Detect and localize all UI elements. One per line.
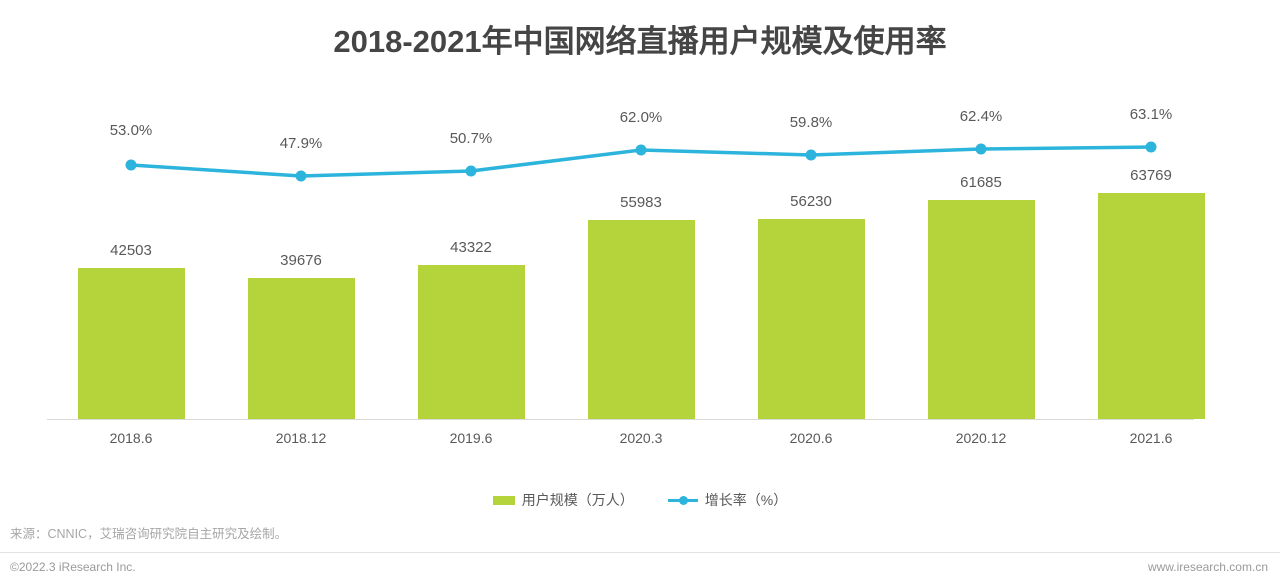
x-axis-label: 2020.6 <box>789 430 833 446</box>
line-data-label: 53.0% <box>109 122 153 139</box>
line-data-label: 59.8% <box>789 114 833 131</box>
bar-data-label: 39676 <box>280 252 322 269</box>
legend-bar-swatch-icon <box>492 495 515 505</box>
x-axis-label: 2021.6 <box>1129 430 1173 446</box>
x-axis-label: 2019.6 <box>449 430 493 446</box>
x-axis-label: 2018.12 <box>275 430 327 446</box>
legend-line-swatch-icon <box>667 495 698 505</box>
growth-rate-point <box>805 149 817 161</box>
growth-rate-point <box>635 144 647 156</box>
x-axis-label: 2020.3 <box>619 430 663 446</box>
growth-rate-point <box>975 143 987 155</box>
line-data-label: 47.9% <box>279 135 323 152</box>
bar-data-label: 63769 <box>1130 167 1172 184</box>
growth-rate-point <box>465 165 477 177</box>
legend-item-growth-rate: 增长率（%） <box>667 490 788 510</box>
footer-divider <box>0 552 1280 553</box>
bar-2018-12 <box>248 278 355 419</box>
bar-data-label: 43322 <box>450 239 492 256</box>
x-axis-label: 2018.6 <box>109 430 153 446</box>
x-axis-line <box>47 419 1194 420</box>
growth-rate-point <box>1145 141 1157 153</box>
bar-2019-6 <box>418 265 525 419</box>
bar-data-label: 61685 <box>960 174 1002 191</box>
footer-website: www.iresearch.com.cn <box>1147 560 1268 574</box>
line-data-label: 63.1% <box>1129 106 1173 123</box>
bar-2020-3 <box>588 220 695 419</box>
bar-2020-6 <box>758 219 865 419</box>
legend-label-growth-rate: 增长率（%） <box>704 492 788 508</box>
legend-label-user-scale: 用户规模（万人） <box>521 492 634 508</box>
line-data-label: 62.0% <box>619 109 663 126</box>
growth-rate-point <box>295 170 307 182</box>
growth-rate-line-series <box>125 141 1157 182</box>
line-data-label: 62.4% <box>959 108 1003 125</box>
bar-2018-6 <box>78 268 185 419</box>
footer-copyright: ©2022.3 iResearch Inc. <box>10 560 136 574</box>
chart-legend: 用户规模（万人） 增长率（%） <box>0 490 1280 510</box>
bar-2021-6 <box>1098 193 1205 419</box>
line-data-label: 50.7% <box>449 130 493 147</box>
source-note: 来源：CNNIC，艾瑞咨询研究院自主研究及绘制。 <box>10 527 288 541</box>
page-title: 2018-2021年中国网络直播用户规模及使用率 <box>333 24 947 59</box>
growth-rate-point <box>125 159 137 171</box>
x-axis-label: 2020.12 <box>955 430 1007 446</box>
legend-item-user-scale: 用户规模（万人） <box>492 490 634 510</box>
bar-2020-12 <box>928 200 1035 419</box>
bar-data-label: 56230 <box>790 193 832 210</box>
bar-data-label: 55983 <box>620 194 662 211</box>
plot-area: 53.0% 47.9% 50.7% 62.0% 59.8% 62.4% 63.1… <box>0 90 1280 446</box>
bar-data-label: 42503 <box>110 242 152 259</box>
